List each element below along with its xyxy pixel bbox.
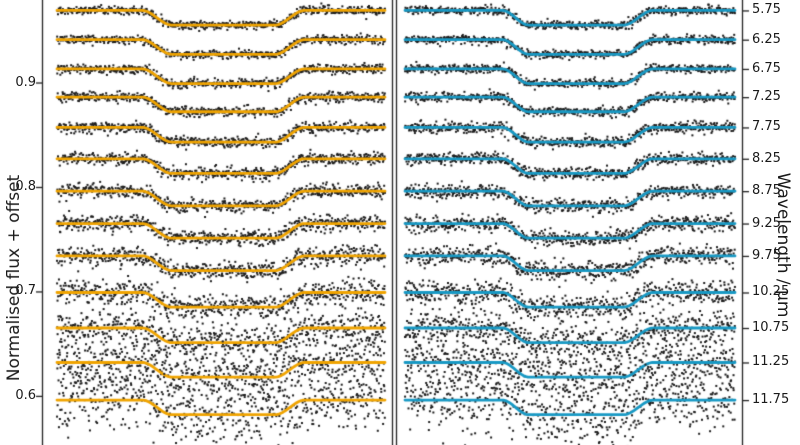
wavelength-axis-label: Wavelength / μm (773, 172, 793, 318)
y-axis-label: Normalised flux + offset (4, 174, 24, 382)
